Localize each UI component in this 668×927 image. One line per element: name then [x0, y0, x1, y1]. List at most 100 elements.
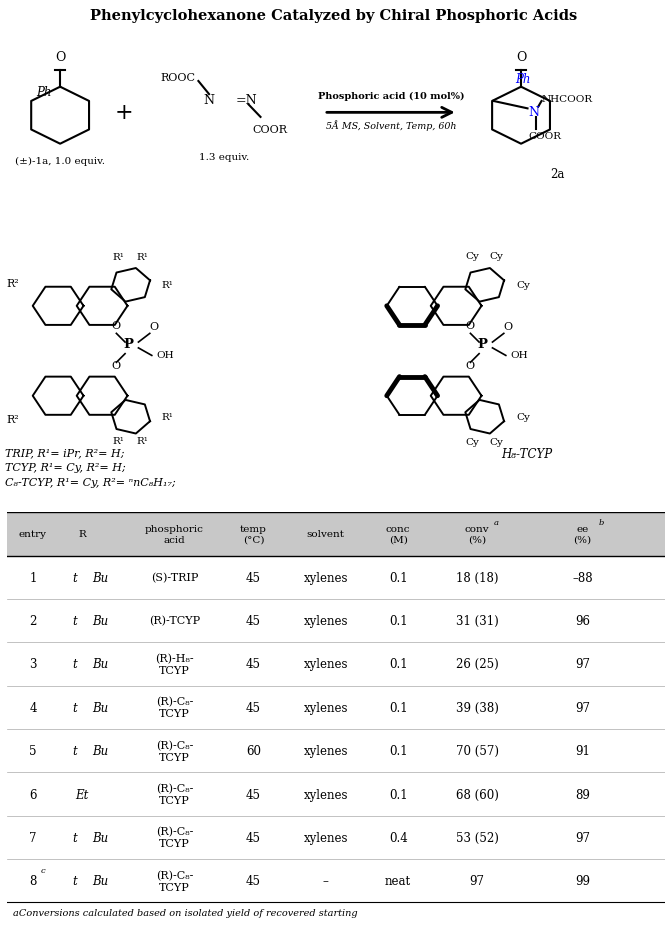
Text: entry: entry — [19, 530, 47, 539]
Text: (R)-C₈-
TCYP: (R)-C₈- TCYP — [156, 783, 193, 806]
Text: 31 (31): 31 (31) — [456, 615, 498, 628]
Text: O: O — [503, 322, 512, 331]
Text: temp
(°C): temp (°C) — [240, 525, 267, 544]
Text: 0.1: 0.1 — [389, 744, 407, 757]
Text: 0.1: 0.1 — [389, 658, 407, 671]
Text: Phenylcyclohexanone Catalyzed by Chiral Phosphoric Acids: Phenylcyclohexanone Catalyzed by Chiral … — [90, 9, 578, 23]
Text: Cy: Cy — [517, 281, 530, 290]
Text: Bu: Bu — [92, 615, 108, 628]
Text: 97: 97 — [575, 658, 590, 671]
Text: 45: 45 — [246, 788, 261, 801]
Text: Phosphoric acid (10 mol%): Phosphoric acid (10 mol%) — [317, 92, 464, 101]
Text: (R)-C₈-
TCYP: (R)-C₈- TCYP — [156, 696, 193, 718]
Text: O: O — [149, 322, 158, 331]
Text: 26 (25): 26 (25) — [456, 658, 498, 671]
Text: H₈-TCYP: H₈-TCYP — [501, 447, 552, 461]
Text: Cy: Cy — [517, 413, 530, 422]
Text: Bu: Bu — [92, 701, 108, 714]
Text: COOR: COOR — [253, 125, 287, 135]
Text: (R)-H₈-
TCYP: (R)-H₈- TCYP — [155, 654, 194, 675]
Text: (S)-TRIP: (S)-TRIP — [151, 573, 198, 583]
Text: O: O — [112, 320, 121, 330]
Bar — [7, 513, 665, 556]
Text: c: c — [41, 866, 45, 874]
Text: 2a: 2a — [550, 167, 565, 181]
Text: COOR: COOR — [528, 132, 561, 141]
Text: t: t — [72, 874, 77, 887]
Text: 0.1: 0.1 — [389, 701, 407, 714]
Text: ee
(%): ee (%) — [573, 525, 591, 544]
Text: 45: 45 — [246, 831, 261, 844]
Text: 7: 7 — [29, 831, 37, 844]
Text: (R)-C₈-
TCYP: (R)-C₈- TCYP — [156, 740, 193, 762]
Text: OH: OH — [156, 350, 174, 359]
Text: 5: 5 — [29, 744, 37, 757]
Text: 45: 45 — [246, 571, 261, 584]
Text: +: + — [114, 102, 133, 124]
Text: N: N — [203, 95, 214, 108]
Text: NHCOOR: NHCOOR — [542, 95, 593, 104]
Text: O: O — [516, 51, 526, 64]
Text: 53 (52): 53 (52) — [456, 831, 498, 844]
Text: R¹: R¹ — [162, 413, 174, 422]
Text: 0.1: 0.1 — [389, 615, 407, 628]
Text: (R)-TCYP: (R)-TCYP — [149, 616, 200, 626]
Text: P: P — [478, 337, 488, 350]
Text: (R)-C₈-
TCYP: (R)-C₈- TCYP — [156, 870, 193, 892]
Text: 2: 2 — [29, 615, 37, 628]
Text: b: b — [599, 518, 605, 527]
Text: xylenes: xylenes — [303, 571, 348, 584]
Text: Ph: Ph — [37, 86, 52, 99]
Text: 60: 60 — [246, 744, 261, 757]
Text: t: t — [72, 571, 77, 584]
Text: xylenes: xylenes — [303, 658, 348, 671]
Text: t: t — [72, 615, 77, 628]
Text: 45: 45 — [246, 658, 261, 671]
Text: 96: 96 — [575, 615, 590, 628]
Text: TCYP, R¹= Cy, R²= H;: TCYP, R¹= Cy, R²= H; — [5, 463, 126, 473]
Text: 8: 8 — [29, 874, 37, 887]
Text: 39 (38): 39 (38) — [456, 701, 498, 714]
Text: =N: =N — [235, 95, 257, 108]
Text: 97: 97 — [575, 831, 590, 844]
Text: N: N — [528, 106, 539, 119]
Text: 89: 89 — [575, 788, 590, 801]
Text: 6: 6 — [29, 788, 37, 801]
Text: xylenes: xylenes — [303, 831, 348, 844]
Text: t: t — [72, 744, 77, 757]
Text: t: t — [72, 658, 77, 671]
Text: 3: 3 — [29, 658, 37, 671]
Text: 18 (18): 18 (18) — [456, 571, 498, 584]
Text: (±)-1a, 1.0 equiv.: (±)-1a, 1.0 equiv. — [15, 157, 105, 166]
Text: 91: 91 — [575, 744, 590, 757]
Text: O: O — [55, 51, 65, 64]
Text: t: t — [72, 831, 77, 844]
Text: neat: neat — [385, 874, 411, 887]
Text: Cy: Cy — [490, 251, 504, 260]
Text: ROOC: ROOC — [160, 73, 195, 83]
Text: R²: R² — [7, 278, 19, 288]
Text: 0.1: 0.1 — [389, 571, 407, 584]
Text: Bu: Bu — [92, 658, 108, 671]
Text: 4: 4 — [29, 701, 37, 714]
Text: 0.4: 0.4 — [389, 831, 407, 844]
Text: aConversions calculated based on isolated yield of recovered starting: aConversions calculated based on isolate… — [13, 908, 358, 917]
Text: R¹: R¹ — [162, 281, 174, 290]
Text: C₈-TCYP, R¹= Cy, R²= ⁿnC₈H₁₇;: C₈-TCYP, R¹= Cy, R²= ⁿnC₈H₁₇; — [5, 477, 176, 488]
Text: Et: Et — [75, 788, 89, 801]
Text: solvent: solvent — [307, 530, 345, 539]
Text: conv
(%): conv (%) — [465, 525, 490, 544]
Text: 68 (60): 68 (60) — [456, 788, 498, 801]
Text: 45: 45 — [246, 701, 261, 714]
Text: (R)-C₈-
TCYP: (R)-C₈- TCYP — [156, 827, 193, 848]
Text: 70 (57): 70 (57) — [456, 744, 498, 757]
Text: Bu: Bu — [92, 744, 108, 757]
Text: R¹: R¹ — [113, 252, 124, 261]
Text: O: O — [112, 361, 121, 371]
Text: R²: R² — [7, 414, 19, 425]
Text: t: t — [72, 701, 77, 714]
Text: R¹: R¹ — [137, 437, 148, 445]
Text: xylenes: xylenes — [303, 701, 348, 714]
Text: 1: 1 — [29, 571, 37, 584]
Text: 99: 99 — [575, 874, 590, 887]
